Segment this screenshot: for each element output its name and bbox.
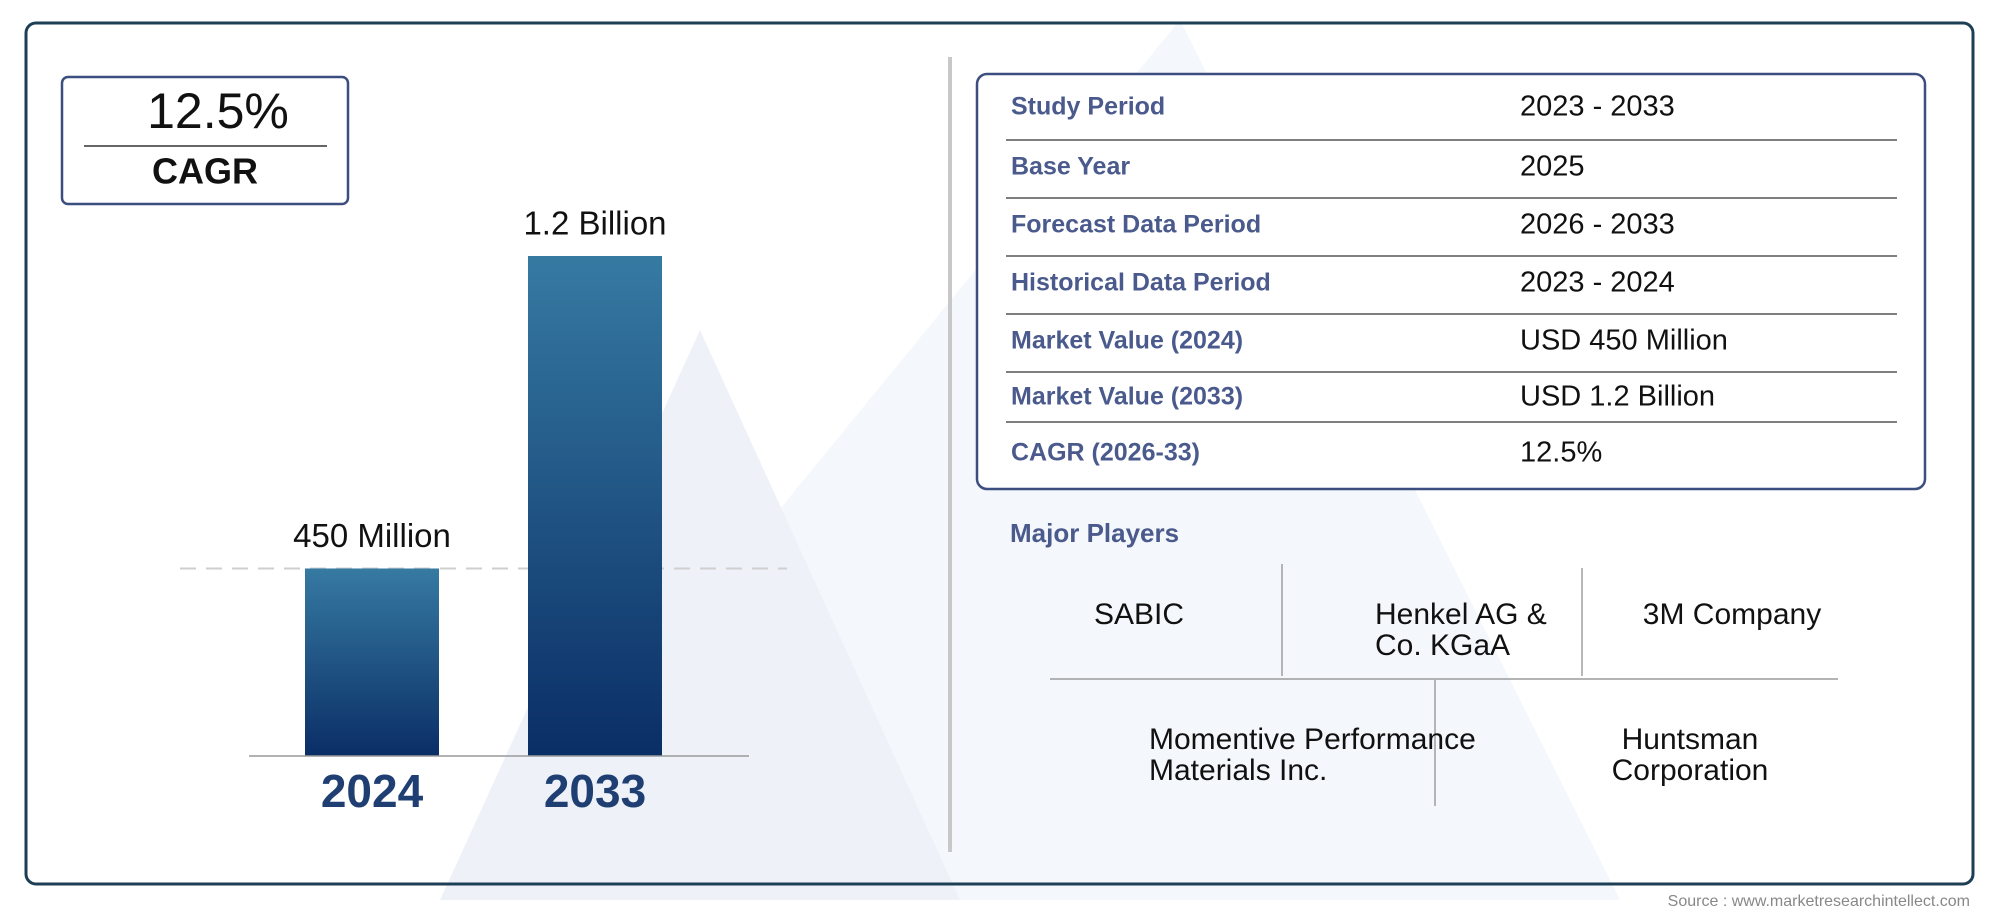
table-value: USD 450 Million (1520, 325, 1728, 357)
table-label: Market Value (2033) (1011, 383, 1243, 411)
table-value: 2023 - 2024 (1520, 267, 1675, 299)
cagr-box (60, 75, 350, 206)
table-value: 12.5% (1520, 437, 1602, 469)
table-label: CAGR (2026-33) (1011, 439, 1200, 467)
bar (305, 568, 439, 756)
bar (528, 256, 662, 756)
value-label: 1.2 Billion (523, 205, 666, 242)
source: Source : www.marketresearchintellect.com (1668, 893, 1970, 910)
table-label: Market Value (2024) (1011, 327, 1243, 355)
table-label: Base Year (1011, 153, 1130, 181)
frame (24, 21, 1975, 886)
table-value: USD 1.2 Billion (1520, 381, 1715, 413)
table-label: Study Period (1011, 93, 1165, 121)
player: Henkel AG & Co. KGaA (1375, 598, 1547, 662)
player: Huntsman Corporation (1611, 723, 1769, 787)
section-title: Major Players (1010, 518, 1179, 548)
value-label: 450 Million (293, 517, 451, 554)
player: Momentive Performance Materials Inc. (1149, 723, 1476, 787)
player: SABIC (1093, 598, 1185, 631)
table-value: 2025 (1520, 151, 1585, 183)
x-tick-label: 2024 (321, 765, 424, 817)
player: 3M Company (1642, 598, 1822, 631)
table-box (975, 72, 1927, 491)
table-value: 2026 - 2033 (1520, 209, 1675, 241)
table-label: Forecast Data Period (1011, 211, 1261, 239)
table-value: 2023 - 2033 (1520, 91, 1675, 123)
table-label: Historical Data Period (1011, 269, 1271, 297)
x-tick-label: 2033 (544, 765, 646, 817)
watermark (440, 330, 960, 900)
cagr-value: 12.5% (147, 83, 289, 139)
cagr-label: CAGR (152, 151, 258, 192)
